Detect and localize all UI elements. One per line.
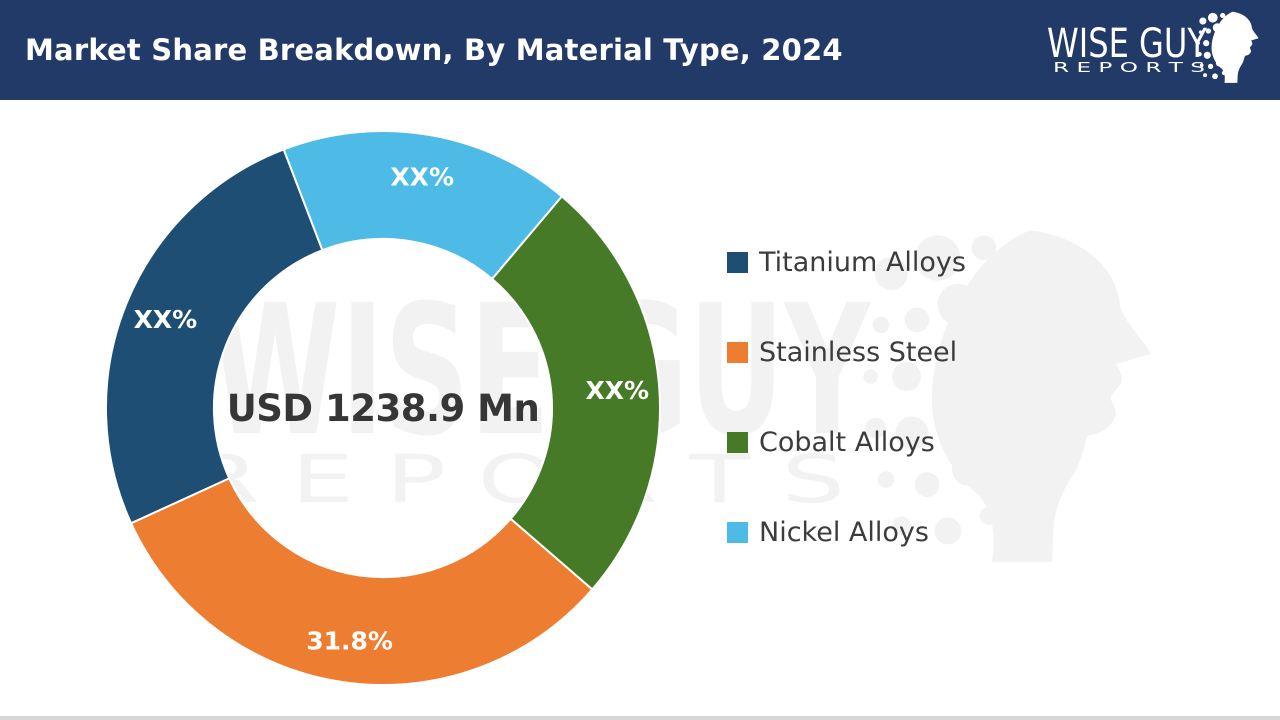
legend-item-nickel-alloys: Nickel Alloys xyxy=(727,517,966,548)
legend-swatch-stainless xyxy=(727,342,748,363)
legend-swatch-nickel xyxy=(727,522,748,543)
watermark-text-line2: R E P O R T S xyxy=(190,441,845,518)
donut-slice-nickel-alloys xyxy=(282,130,563,280)
slice-label-cobalt-alloys: XX% xyxy=(585,376,649,405)
header-bar: Market Share Breakdown, By Material Type… xyxy=(0,0,1280,100)
donut-slice-stainless-steel xyxy=(130,477,594,686)
legend-swatch-cobalt xyxy=(727,432,748,453)
logo-text-line1: WISE GUY xyxy=(1047,21,1207,67)
legend-item-stainless-steel: Stainless Steel xyxy=(727,337,966,368)
legend-swatch-titanium xyxy=(727,252,748,273)
slice-label-nickel-alloys: XX% xyxy=(390,162,454,191)
legend-item-cobalt-alloys: Cobalt Alloys xyxy=(727,427,966,458)
logo-text-line2: R E P O R T S xyxy=(1053,61,1205,76)
legend-label-titanium: Titanium Alloys xyxy=(759,247,966,278)
chart-legend: Titanium Alloys Stainless Steel Cobalt A… xyxy=(727,247,966,612)
legend-label-cobalt: Cobalt Alloys xyxy=(759,427,935,458)
legend-label-nickel: Nickel Alloys xyxy=(759,517,929,548)
chart-center-total: USD 1238.9 Mn xyxy=(226,387,540,430)
bottom-strip xyxy=(0,716,1280,720)
donut-slice-titanium-alloys xyxy=(105,148,324,525)
page-title: Market Share Breakdown, By Material Type… xyxy=(25,33,843,67)
donut-slice-cobalt-alloys xyxy=(491,195,661,591)
legend-item-titanium-alloys: Titanium Alloys xyxy=(727,247,966,278)
wise-guy-reports-logo: WISE GUY R E P O R T S xyxy=(1047,11,1259,83)
slice-label-stainless-steel: 31.8% xyxy=(306,627,393,656)
legend-label-stainless: Stainless Steel xyxy=(759,337,958,368)
slice-label-titanium-alloys: XX% xyxy=(134,305,198,334)
